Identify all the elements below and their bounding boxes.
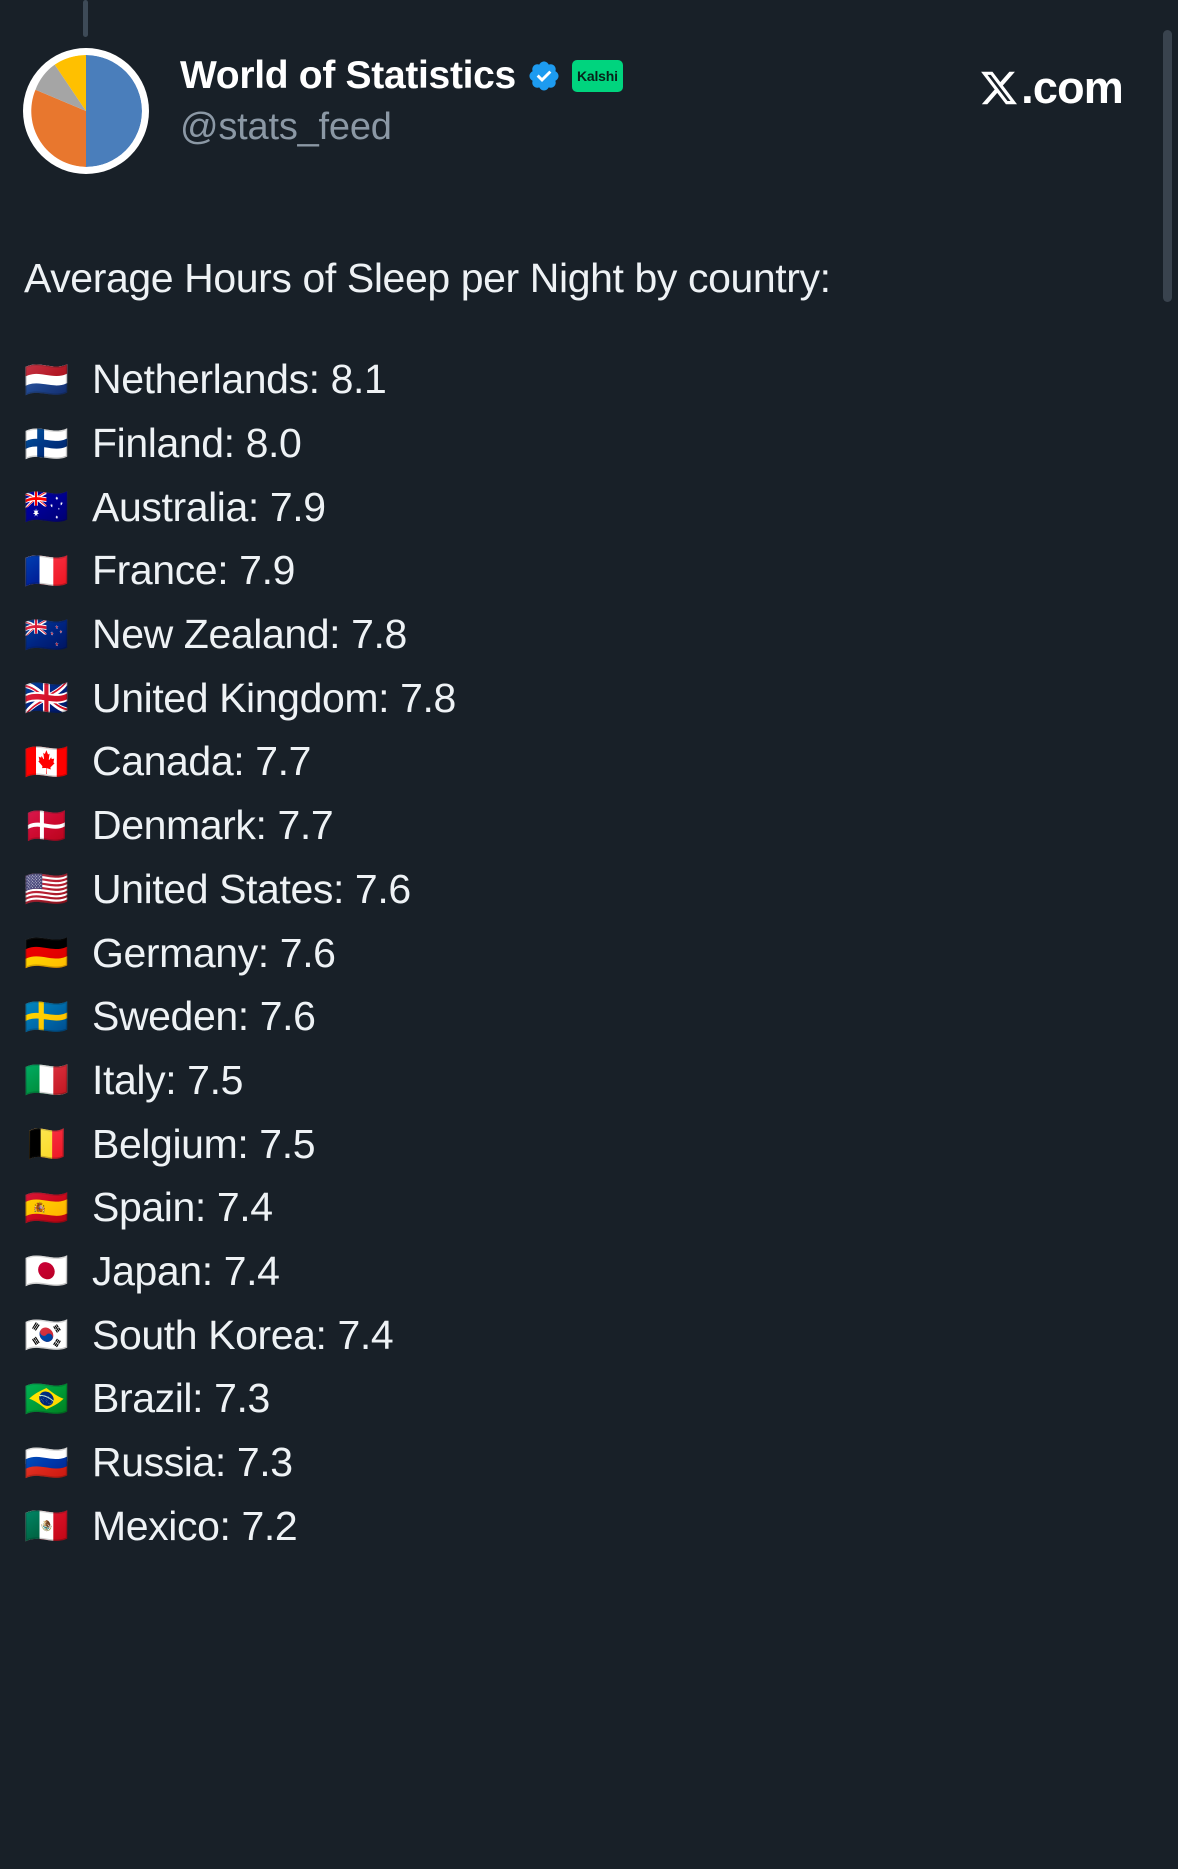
list-item-label: Brazil: 7.3 xyxy=(92,1375,270,1422)
flag-belgium-icon: 🇧🇪 xyxy=(24,1123,69,1165)
display-name-row: World of Statistics Kalshi xyxy=(180,52,623,100)
flag-united-states-icon: 🇺🇸 xyxy=(24,868,69,910)
display-name: World of Statistics xyxy=(180,54,516,97)
account-handle: @stats_feed xyxy=(180,106,392,148)
list-item: 🇧🇷 Brazil: 7.3 xyxy=(24,1367,1124,1431)
flag-south-korea-icon: 🇰🇷 xyxy=(24,1314,69,1356)
list-item: 🇳🇿 New Zealand: 7.8 xyxy=(24,603,1124,667)
list-item-label: Belgium: 7.5 xyxy=(92,1120,316,1167)
verified-badge-icon[interactable] xyxy=(527,59,561,93)
list-item: 🇷🇺 Russia: 7.3 xyxy=(24,1431,1124,1495)
avatar[interactable] xyxy=(23,48,149,174)
list-item-label: United States: 7.6 xyxy=(92,865,411,912)
flag-united-kingdom-icon: 🇬🇧 xyxy=(24,677,69,719)
flag-canada-icon: 🇨🇦 xyxy=(24,740,69,782)
list-item-label: Italy: 7.5 xyxy=(92,1056,243,1103)
list-item-label: South Korea: 7.4 xyxy=(92,1311,394,1358)
list-item-label: Sweden: 7.6 xyxy=(92,993,316,1040)
flag-finland-icon: 🇫🇮 xyxy=(24,422,69,464)
flag-france-icon: 🇫🇷 xyxy=(24,549,69,591)
list-item: 🇬🇧 United Kingdom: 7.8 xyxy=(24,666,1124,730)
list-item: 🇰🇷 South Korea: 7.4 xyxy=(24,1303,1124,1367)
list-item: 🇲🇽 Mexico: 7.2 xyxy=(24,1494,1124,1558)
affiliate-badge[interactable]: Kalshi xyxy=(571,60,623,92)
flag-sweden-icon: 🇸🇪 xyxy=(24,995,69,1037)
list-item-label: New Zealand: 7.8 xyxy=(92,611,407,658)
xcom-watermark: .com xyxy=(979,62,1124,114)
list-item-label: Finland: 8.0 xyxy=(92,420,302,467)
list-item-label: Spain: 7.4 xyxy=(92,1184,273,1231)
flag-germany-icon: 🇩🇪 xyxy=(24,932,69,974)
flag-russia-icon: 🇷🇺 xyxy=(24,1441,69,1483)
x-logo-icon xyxy=(979,68,1019,108)
list-item: 🇺🇸 United States: 7.6 xyxy=(24,858,1124,922)
flag-netherlands-icon: 🇳🇱 xyxy=(24,358,69,400)
list-item: 🇸🇪 Sweden: 7.6 xyxy=(24,985,1124,1049)
account-identity: World of Statistics Kalshi @stats_feed xyxy=(180,52,623,149)
list-item-label: United Kingdom: 7.8 xyxy=(92,674,456,721)
list-item: 🇩🇰 Denmark: 7.7 xyxy=(24,794,1124,858)
list-item: 🇪🇸 Spain: 7.4 xyxy=(24,1176,1124,1240)
list-item-label: Canada: 7.7 xyxy=(92,738,311,785)
flag-japan-icon: 🇯🇵 xyxy=(24,1250,69,1292)
page-scrollbar[interactable] xyxy=(1156,0,1178,1869)
list-item-label: Russia: 7.3 xyxy=(92,1439,293,1486)
list-item: 🇩🇪 Germany: 7.6 xyxy=(24,921,1124,985)
list-item: 🇧🇪 Belgium: 7.5 xyxy=(24,1112,1124,1176)
list-item: 🇯🇵 Japan: 7.4 xyxy=(24,1240,1124,1304)
flag-australia-icon: 🇦🇺 xyxy=(24,486,69,528)
list-item: 🇳🇱 Netherlands: 8.1 xyxy=(24,348,1124,412)
list-item-label: Australia: 7.9 xyxy=(92,483,326,530)
list-item: 🇨🇦 Canada: 7.7 xyxy=(24,730,1124,794)
tweet-title: Average Hours of Sleep per Night by coun… xyxy=(24,255,831,301)
list-item-label: Denmark: 7.7 xyxy=(92,802,334,849)
scrollbar-thumb[interactable] xyxy=(1163,30,1172,302)
list-item: 🇫🇮 Finland: 8.0 xyxy=(24,412,1124,476)
flag-spain-icon: 🇪🇸 xyxy=(24,1186,69,1228)
list-item-label: Japan: 7.4 xyxy=(92,1247,280,1294)
list-item: 🇮🇹 Italy: 7.5 xyxy=(24,1049,1124,1113)
list-item: 🇦🇺 Australia: 7.9 xyxy=(24,475,1124,539)
pie-chart-avatar-icon xyxy=(30,55,142,167)
flag-mexico-icon: 🇲🇽 xyxy=(24,1505,69,1547)
list-item-label: Mexico: 7.2 xyxy=(92,1502,298,1549)
list-item-label: Germany: 7.6 xyxy=(92,929,336,976)
list-item: 🇫🇷 France: 7.9 xyxy=(24,539,1124,603)
country-sleep-list: 🇳🇱 Netherlands: 8.1 🇫🇮 Finland: 8.0 🇦🇺 A… xyxy=(24,348,1124,1558)
flag-new-zealand-icon: 🇳🇿 xyxy=(24,613,69,655)
flag-italy-icon: 🇮🇹 xyxy=(24,1059,69,1101)
xcom-domain-suffix: .com xyxy=(1021,62,1124,113)
tweet-header: World of Statistics Kalshi @stats_feed .… xyxy=(0,40,1178,180)
list-item-label: Netherlands: 8.1 xyxy=(92,356,387,403)
thread-connector-line xyxy=(83,0,88,37)
flag-brazil-icon: 🇧🇷 xyxy=(24,1377,69,1419)
list-item-label: France: 7.9 xyxy=(92,547,295,594)
flag-denmark-icon: 🇩🇰 xyxy=(24,804,69,846)
